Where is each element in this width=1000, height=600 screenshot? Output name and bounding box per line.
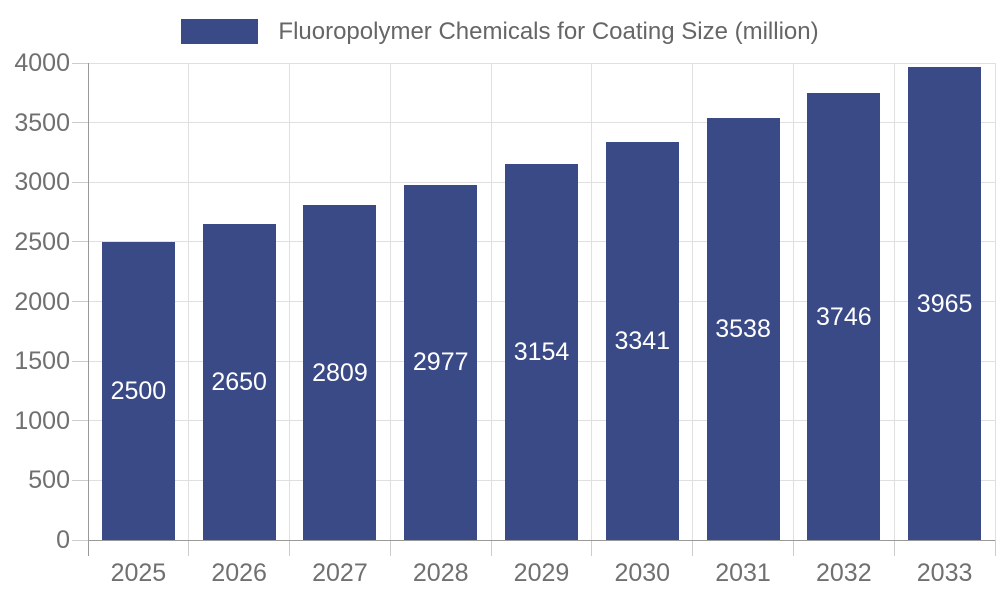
y-axis-tick (72, 241, 88, 243)
y-axis-line (87, 63, 89, 556)
x-axis-tick-label: 2029 (513, 559, 570, 587)
y-axis-tick-label: 3500 (14, 108, 70, 137)
bar (706, 118, 780, 540)
bar-value-label: 2977 (412, 348, 469, 377)
y-axis-tick (72, 122, 88, 124)
bar (505, 163, 578, 540)
x-axis-tick (289, 540, 291, 556)
y-axis-tick (72, 420, 88, 422)
x-axis-tick (994, 540, 996, 556)
y-axis-tick-label: 3000 (14, 168, 70, 197)
x-axis-tick (692, 540, 694, 556)
x-axis-tick (893, 540, 895, 556)
x-axis-tick-label: 2032 (816, 559, 872, 587)
gridline-vertical (591, 63, 593, 540)
x-axis-line (88, 539, 995, 541)
x-axis-tick-label: 2028 (412, 559, 469, 587)
gridline-vertical (188, 63, 190, 540)
x-axis-tick-label: 2025 (110, 559, 167, 587)
gridline-horizontal (88, 122, 995, 124)
y-axis-tick-label: 4000 (14, 49, 70, 77)
x-axis-tick (591, 540, 593, 556)
legend: Fluoropolymer Chemicals for Coating Size… (0, 19, 1000, 44)
x-axis-tick-label: 2030 (614, 559, 671, 587)
bar (807, 93, 881, 540)
y-axis-tick (72, 360, 88, 362)
bar (404, 184, 478, 540)
bar (908, 67, 982, 540)
y-axis-tick (72, 181, 88, 183)
bar (202, 223, 276, 540)
x-axis-tick-label: 2031 (715, 559, 771, 587)
bar (605, 141, 679, 540)
x-axis-tick-label: 2027 (312, 559, 368, 587)
x-axis-tick (188, 540, 190, 556)
y-axis-tick-label: 2000 (14, 287, 70, 316)
gridline-vertical (994, 63, 996, 540)
bar-value-label: 3154 (513, 337, 570, 366)
gridline-vertical (692, 63, 694, 540)
y-axis-tick (72, 479, 88, 481)
bar-value-label: 2500 (110, 376, 167, 405)
y-axis-tick (72, 539, 88, 541)
x-axis-tick (490, 540, 492, 556)
legend-label: Fluoropolymer Chemicals for Coating Size… (278, 18, 819, 45)
gridline-vertical (893, 63, 895, 540)
y-axis-tick-label: 0 (56, 526, 70, 554)
y-axis-tick-label: 2500 (14, 227, 70, 256)
gridline-vertical (792, 63, 794, 540)
bar-value-label: 2809 (312, 358, 368, 387)
x-axis-tick-label: 2033 (916, 559, 973, 587)
y-axis-tick (72, 62, 88, 64)
bar-value-label: 3965 (916, 289, 973, 318)
y-axis-tick-label: 500 (28, 466, 70, 495)
bar-value-label: 3538 (715, 315, 771, 344)
gridline-vertical (289, 63, 291, 540)
bar (101, 241, 175, 540)
bar (303, 205, 377, 540)
gridline-horizontal (88, 62, 995, 64)
legend-swatch-icon (181, 19, 259, 44)
bar-value-label: 3746 (816, 302, 872, 331)
y-axis-tick-label: 1500 (14, 347, 70, 376)
x-axis-tick (389, 540, 391, 556)
bar-value-label: 3341 (614, 326, 671, 355)
bar-value-label: 2650 (211, 367, 267, 396)
x-axis-tick-label: 2026 (211, 559, 267, 587)
gridline-vertical (490, 63, 492, 540)
y-axis-tick (72, 301, 88, 302)
gridline-vertical (389, 63, 391, 540)
x-axis-tick (792, 540, 794, 556)
y-axis-tick-label: 1000 (14, 406, 70, 435)
